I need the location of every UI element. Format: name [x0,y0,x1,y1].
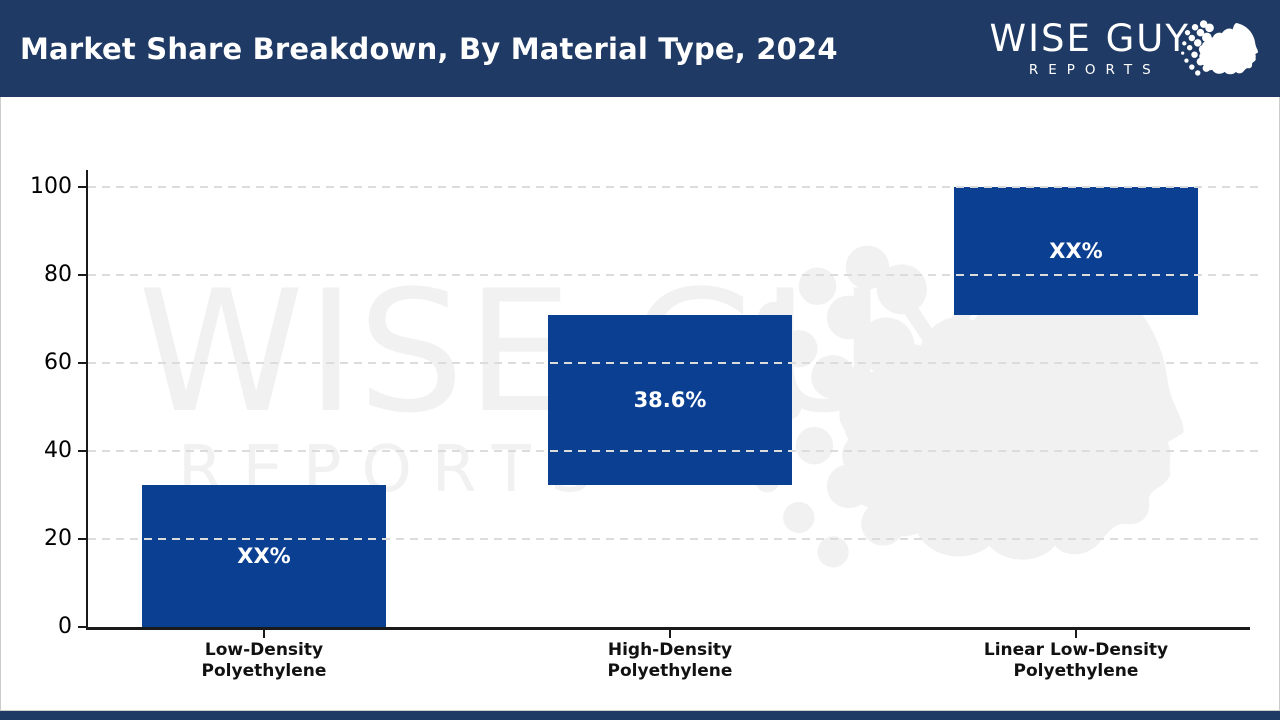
y-tick-label-80: 80 [44,262,72,287]
y-tick-80 [78,274,86,276]
frame-border-bottom [0,710,1280,711]
y-axis-line [86,170,88,630]
y-tick-100 [78,186,86,188]
logo-head-icon [1181,20,1259,76]
y-tick-40 [78,450,86,452]
x-tick-1 [263,630,265,638]
page-title: Market Share Breakdown, By Material Type… [20,31,838,66]
frame-border-left [0,97,1,720]
y-tick-label-40: 40 [44,438,72,463]
x-category-label-3: Linear Low-Density Polyethylene [983,640,1169,682]
gridline-60 [88,362,1264,364]
gridline-100 [88,186,1264,188]
brand-subtitle: REPORTS [1028,62,1161,78]
y-tick-label-20: 20 [44,526,72,551]
x-category-label-2: High-Density Polyethylene [607,640,733,682]
gridline-20 [88,538,1264,540]
x-axis-line [86,627,1250,630]
brand-name: WISE GUY [989,17,1190,60]
y-tick-60 [78,362,86,364]
x-tick-3 [1075,630,1077,638]
bar-3: XX% [954,187,1198,316]
bar-value-label-1: XX% [237,543,291,568]
bar-1: XX% [142,484,386,627]
header: Market Share Breakdown, By Material Type… [0,0,1280,97]
y-tick-label-60: 60 [44,350,72,375]
y-tick-label-0: 0 [58,614,72,639]
gridline-40 [88,450,1264,452]
bar-value-label-3: XX% [1049,239,1103,264]
gridline-80 [88,274,1264,276]
y-tick-0 [78,626,86,628]
bar-value-label-2: 38.6% [633,387,707,412]
brand-logo: WISE GUY REPORTS [990,6,1266,96]
y-tick-20 [78,538,86,540]
y-tick-label-100: 100 [30,174,72,199]
footer-bar [0,711,1280,720]
x-tick-2 [669,630,671,638]
bar-2: 38.6% [548,315,792,485]
x-category-label-1: Low-Density Polyethylene [201,640,327,682]
brand-logo-text: WISE GUY REPORTS [990,20,1190,78]
